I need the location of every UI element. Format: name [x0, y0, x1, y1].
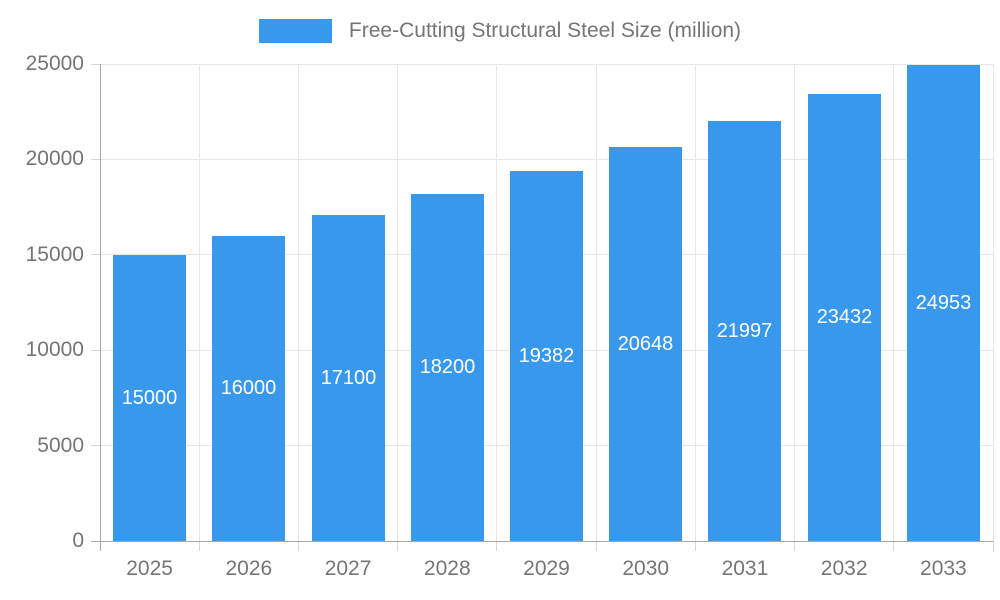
- bar-value-label: 21997: [716, 319, 773, 342]
- x-axis-tick: [794, 541, 796, 551]
- bar-value-label: 17100: [320, 366, 377, 389]
- x-axis-tick: [893, 541, 895, 551]
- x-tick-label-2032: 2032: [820, 557, 868, 580]
- bar-2025[interactable]: 15000: [113, 255, 186, 541]
- x-axis-tick: [397, 541, 399, 551]
- bar-value-label: 18200: [419, 356, 476, 378]
- x-tick-label-2025: 2025: [126, 557, 173, 580]
- x-tick-label-2031: 2031: [721, 557, 769, 580]
- x-gridline: [694, 64, 696, 541]
- bar-2026[interactable]: 16000: [212, 236, 285, 541]
- x-axis-line: [100, 541, 993, 542]
- x-gridline: [992, 64, 994, 541]
- x-axis-tick: [992, 541, 994, 551]
- x-axis-tick: [595, 541, 597, 551]
- y-axis-tick: [91, 254, 100, 256]
- bar-2032[interactable]: 23432: [808, 94, 881, 541]
- x-gridline: [893, 64, 895, 541]
- bar-2028[interactable]: 18200: [411, 194, 484, 541]
- bar-2029[interactable]: 19382: [510, 171, 583, 541]
- x-tick-label-2027: 2027: [324, 557, 372, 580]
- x-gridline: [595, 64, 597, 541]
- bar-value-label: 19382: [518, 344, 575, 367]
- x-axis-tick: [496, 541, 498, 551]
- y-tick-label: 5000: [37, 433, 84, 457]
- x-gridline: [198, 64, 200, 541]
- bar-value-label: 20648: [617, 332, 674, 355]
- x-tick-label-2030: 2030: [622, 557, 670, 580]
- y-gridline: [100, 63, 993, 65]
- y-axis-tick: [91, 445, 100, 447]
- bar-2033[interactable]: 24953: [907, 65, 980, 541]
- x-gridline: [496, 64, 498, 541]
- x-tick-label-2028: 2028: [423, 557, 471, 580]
- y-tick-label: 20000: [25, 147, 84, 171]
- bar-value-label: 15000: [121, 386, 178, 409]
- x-axis-tick: [297, 541, 299, 551]
- y-tick-label: 0: [72, 529, 84, 552]
- x-gridline: [297, 64, 299, 541]
- legend[interactable]: Free-Cutting Structural Steel Size (mill…: [0, 18, 1000, 44]
- bar-value-label: 23432: [816, 306, 873, 328]
- y-axis-tick: [91, 63, 100, 65]
- plot-area: 0 5000 10000 15000 20000 25000 15000 2025 16000 2…: [26, 52, 994, 580]
- y-gridline: [100, 158, 993, 160]
- x-axis-tick: [694, 541, 696, 551]
- legend-swatch: [258, 19, 332, 43]
- bar-value-label: 16000: [220, 377, 277, 399]
- y-axis-line: [100, 64, 101, 541]
- x-gridline: [397, 64, 399, 541]
- bar-value-label: 24953: [915, 291, 972, 314]
- y-axis-tick: [91, 158, 100, 160]
- legend-label: Free-Cutting Structural Steel Size (mill…: [348, 19, 742, 42]
- bar-2030[interactable]: 20648: [609, 147, 682, 541]
- x-axis-tick: [99, 541, 101, 551]
- bar-2031[interactable]: 21997: [708, 121, 781, 541]
- bar-2027[interactable]: 17100: [312, 215, 385, 541]
- x-tick-label-2029: 2029: [523, 557, 570, 580]
- y-tick-label: 25000: [25, 52, 84, 75]
- x-tick-label-2033: 2033: [920, 557, 967, 580]
- y-axis-tick: [91, 540, 100, 542]
- y-tick-label: 10000: [25, 338, 84, 362]
- y-tick-label: 15000: [25, 242, 84, 266]
- x-tick-label-2026: 2026: [225, 557, 273, 580]
- y-axis-tick: [91, 349, 100, 351]
- x-gridline: [794, 64, 796, 541]
- x-axis-tick: [198, 541, 200, 551]
